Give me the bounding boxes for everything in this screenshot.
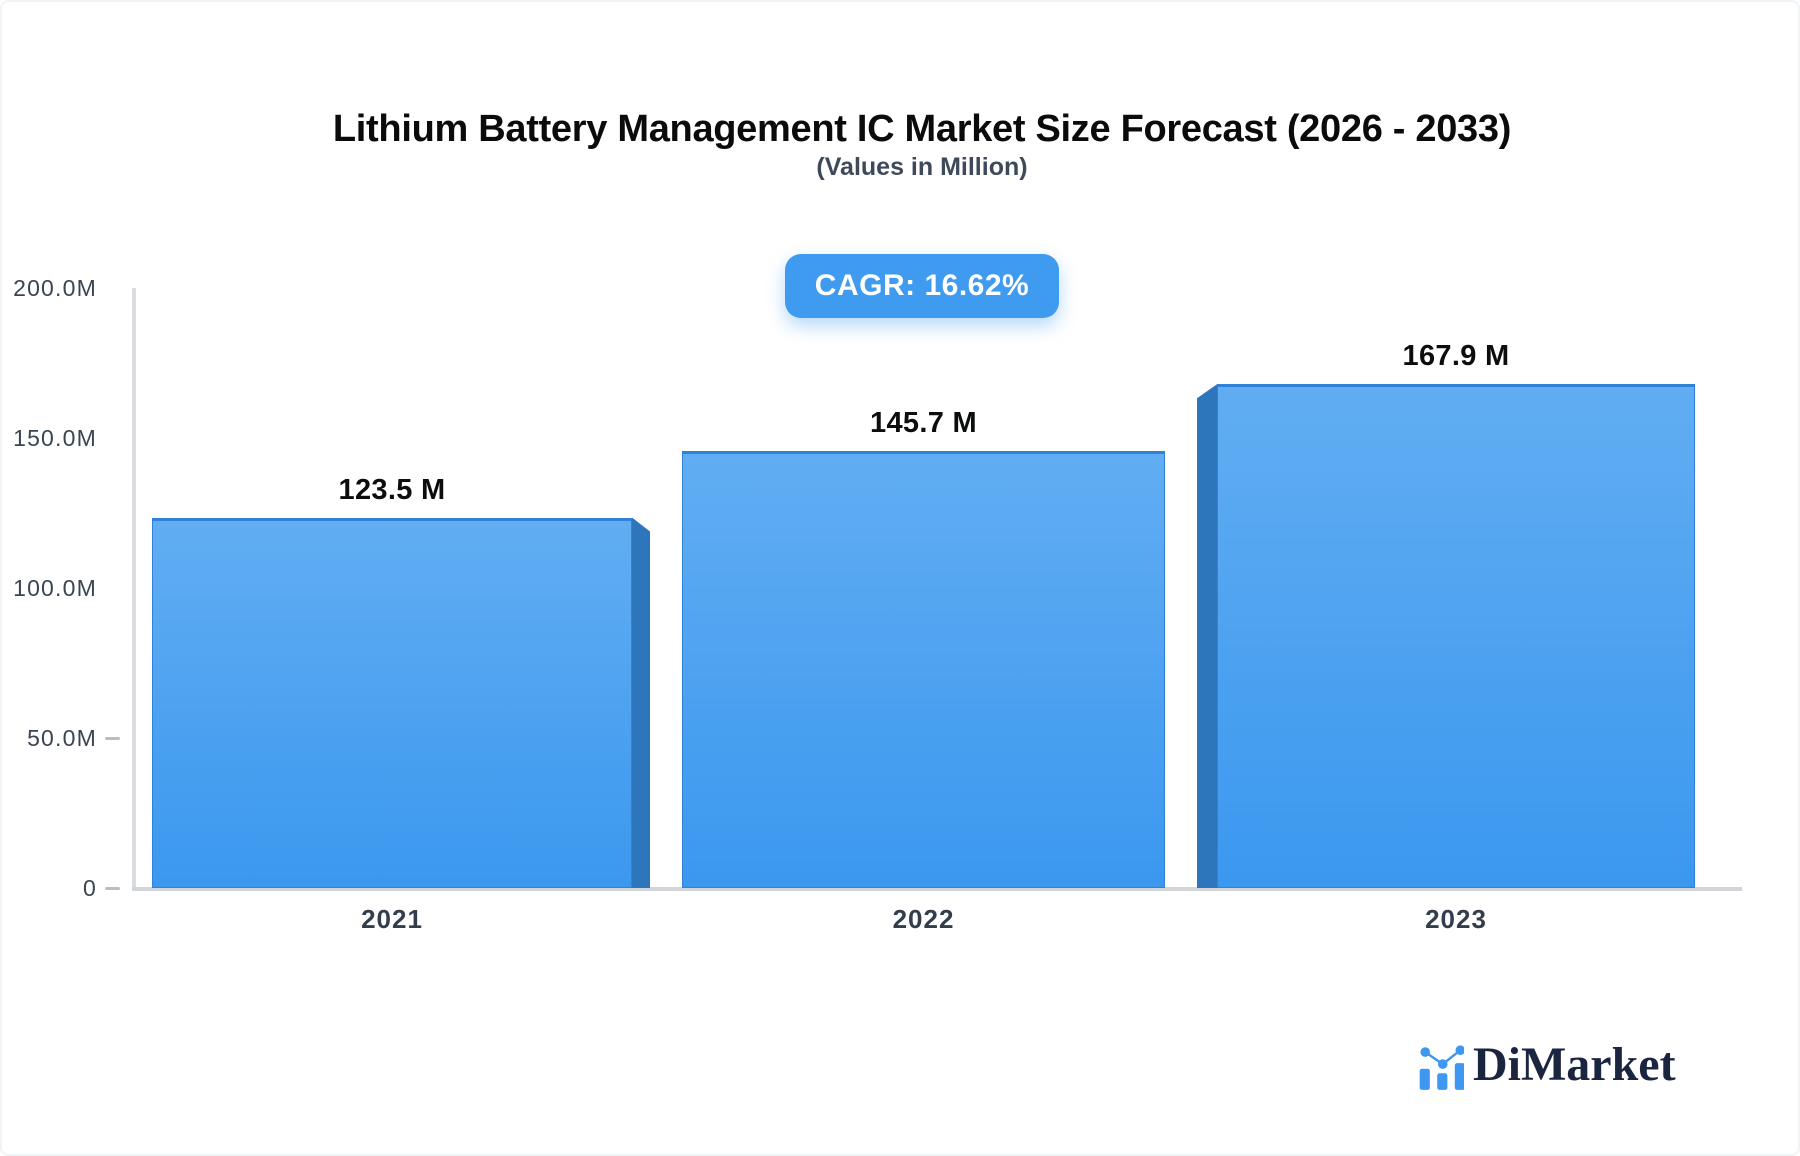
x-axis-label-2022: 2022 [892, 904, 955, 934]
brand-logo-icon [1419, 1045, 1464, 1090]
cagr-badge: CAGR: 16.62% [784, 254, 1060, 318]
cagr-badge-row: CAGR: 16.62% [42, 254, 1798, 318]
y-axis-label: 200.0M [13, 275, 97, 301]
x-axis-baseline [132, 887, 1742, 891]
bar-value-label: 167.9 M [1402, 340, 1510, 373]
y-axis-label: 50.0M [27, 725, 97, 751]
y-axis-label: 0 [83, 875, 97, 901]
bar-2023 [1217, 384, 1695, 888]
bar-2022 [682, 450, 1165, 888]
bar-value-label: 123.5 M [338, 473, 446, 506]
chart-title: Lithium Battery Management IC Market Siz… [332, 108, 1512, 150]
brand-logo: DiMarket [1416, 1038, 1676, 1092]
y-axis-label: 100.0M [13, 575, 97, 601]
bar-value-label: 145.7 M [870, 406, 977, 439]
y-axis-tick [105, 887, 120, 890]
x-axis-label-2023: 2023 [1425, 904, 1487, 934]
bar-side-panel [632, 517, 650, 888]
y-axis-label: 150.0M [13, 425, 97, 451]
x-axis-label-2021: 2021 [361, 904, 423, 934]
y-axis-tick [105, 737, 120, 740]
chart-subtitle: (Values in Million) [816, 153, 1028, 181]
brand-name: DiMarket [1473, 1038, 1676, 1091]
bar-2021 [152, 517, 632, 888]
bar-side-panel [1197, 384, 1217, 888]
y-axis-line [132, 288, 136, 889]
